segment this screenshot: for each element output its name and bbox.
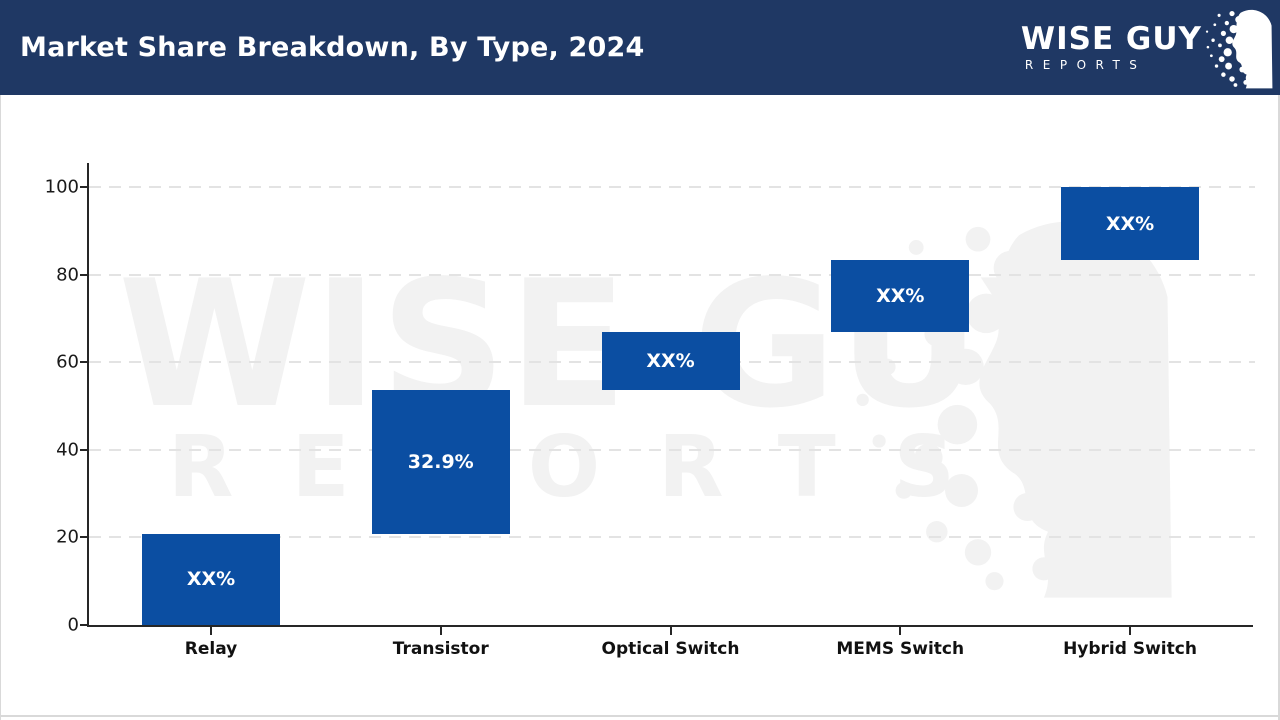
page-title: Market Share Breakdown, By Type, 2024 [20, 32, 645, 63]
bar-optical-switch: XX% [601, 331, 740, 390]
right-border [1278, 95, 1280, 720]
bar-transistor: 32.9% [371, 389, 510, 534]
y-tick-0 [80, 624, 88, 626]
gridline-20 [89, 536, 1255, 539]
y-axis-label-80: 80 [56, 264, 79, 286]
bar-value-label: XX% [646, 349, 695, 372]
bar-value-label: XX% [876, 285, 925, 308]
y-axis-label-40: 40 [56, 439, 79, 461]
x-tick-transistor [439, 627, 442, 635]
x-axis-label-transistor: Transistor [392, 639, 489, 659]
bar-relay: XX% [142, 533, 280, 625]
y-axis-line [87, 163, 89, 627]
y-axis-label-60: 60 [56, 351, 79, 373]
bar-value-label: XX% [1105, 212, 1155, 235]
x-tick-hybrid-switch [1129, 627, 1131, 635]
logo-text: WISE GUY REPORTS [1020, 20, 1202, 72]
y-tick-20 [80, 536, 88, 539]
y-axis-label-20: 20 [56, 526, 79, 548]
left-border [0, 95, 1, 720]
gridline-80 [89, 273, 1255, 276]
y-tick-40 [80, 448, 88, 451]
x-axis-label-relay: Relay [184, 639, 238, 659]
bar-mems-switch: XX% [831, 260, 970, 332]
logo-wordmark: WISE GUY [1020, 20, 1202, 57]
x-axis-label-optical-switch: Optical Switch [601, 639, 740, 659]
logo-subtext: REPORTS [1024, 57, 1147, 72]
y-axis-label-0: 0 [67, 614, 79, 636]
x-tick-relay [210, 627, 212, 635]
wise-guy-logo: WISE GUY REPORTS [1021, 5, 1276, 91]
gridline-100 [89, 186, 1255, 188]
bottom-border [0, 715, 1280, 717]
x-axis-label-hybrid-switch: Hybrid Switch [1063, 639, 1197, 659]
y-axis-label-100: 100 [44, 176, 79, 198]
bar-value-label: XX% [186, 568, 236, 591]
x-tick-optical-switch [669, 627, 672, 635]
x-axis-line [87, 625, 1253, 627]
x-tick-mems-switch [899, 627, 902, 635]
header-bar: Market Share Breakdown, By Type, 2024 WI… [0, 0, 1280, 95]
bar-hybrid-switch: XX% [1061, 187, 1199, 261]
y-tick-80 [80, 273, 88, 276]
y-tick-60 [80, 361, 88, 364]
bar-value-label: 32.9% [407, 450, 474, 473]
x-axis-label-mems-switch: MEMS Switch [836, 639, 965, 659]
watermark-subtext: REPORTS [168, 418, 1013, 517]
gridline-40 [89, 448, 1255, 451]
y-tick-100 [80, 186, 88, 188]
